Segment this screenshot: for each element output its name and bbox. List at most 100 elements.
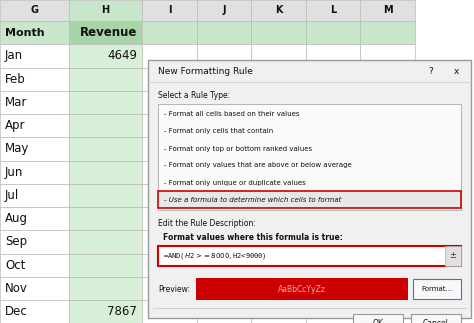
Bar <box>69 44 142 68</box>
Bar <box>306 300 360 323</box>
Text: Cancel: Cancel <box>423 318 449 323</box>
Bar <box>251 230 306 254</box>
Bar <box>0 0 69 21</box>
Bar <box>353 314 403 323</box>
Text: Edit the Rule Description:: Edit the Rule Description: <box>158 218 256 227</box>
Bar <box>360 0 415 21</box>
Bar <box>69 68 142 91</box>
Bar <box>251 91 306 114</box>
Bar <box>360 161 415 184</box>
Text: Mar: Mar <box>5 96 27 109</box>
Text: Nov: Nov <box>5 282 28 295</box>
Text: 4649: 4649 <box>107 49 137 62</box>
Text: M: M <box>383 5 392 16</box>
Text: Oct: Oct <box>5 259 26 272</box>
Bar <box>69 230 142 254</box>
Bar <box>445 246 461 266</box>
Bar <box>197 114 251 137</box>
Text: Apr: Apr <box>5 119 26 132</box>
Text: Sep: Sep <box>5 235 27 248</box>
Text: Jul: Jul <box>5 189 19 202</box>
Bar <box>360 137 415 161</box>
Bar <box>69 254 142 277</box>
Bar <box>360 184 415 207</box>
Text: - Use a formula to determine which cells to format: - Use a formula to determine which cells… <box>164 196 341 203</box>
Text: G: G <box>30 5 38 16</box>
Text: - Format only cells that contain: - Format only cells that contain <box>164 129 273 134</box>
Bar <box>306 21 360 44</box>
Text: Jun: Jun <box>5 166 23 179</box>
Bar <box>197 254 251 277</box>
Bar <box>69 277 142 300</box>
Bar <box>306 114 360 137</box>
Bar <box>142 114 197 137</box>
Text: Revenue: Revenue <box>80 26 137 39</box>
Bar <box>0 230 69 254</box>
Bar <box>306 161 360 184</box>
Bar <box>413 279 461 299</box>
Bar <box>142 0 197 21</box>
Bar <box>142 207 197 230</box>
Text: Select a Rule Type:: Select a Rule Type: <box>158 91 230 100</box>
Bar <box>142 44 197 68</box>
Bar <box>251 68 306 91</box>
Bar <box>69 207 142 230</box>
Bar <box>306 44 360 68</box>
Bar <box>0 161 69 184</box>
Bar <box>142 254 197 277</box>
Bar <box>360 21 415 44</box>
Bar <box>360 300 415 323</box>
Bar <box>306 0 360 21</box>
Bar <box>197 0 251 21</box>
Text: Month: Month <box>5 28 45 37</box>
Bar <box>142 184 197 207</box>
Bar <box>197 230 251 254</box>
Text: Dec: Dec <box>5 305 28 318</box>
Bar <box>251 114 306 137</box>
Text: - Format only unique or duplicate values: - Format only unique or duplicate values <box>164 180 306 185</box>
Text: K: K <box>275 5 282 16</box>
Text: x: x <box>453 67 459 76</box>
Bar <box>360 277 415 300</box>
Bar <box>360 114 415 137</box>
Bar <box>306 207 360 230</box>
Bar <box>158 191 461 208</box>
Bar <box>360 44 415 68</box>
Text: H: H <box>101 5 109 16</box>
Bar <box>306 184 360 207</box>
Bar <box>251 21 306 44</box>
Bar <box>306 91 360 114</box>
Bar <box>251 161 306 184</box>
Text: Aug: Aug <box>5 212 28 225</box>
Bar <box>69 184 142 207</box>
Text: OK: OK <box>373 318 383 323</box>
Text: AaBbCcYyZz: AaBbCcYyZz <box>278 285 326 294</box>
Bar <box>306 277 360 300</box>
Bar <box>0 44 69 68</box>
Bar <box>197 300 251 323</box>
Bar <box>251 0 306 21</box>
Bar <box>306 137 360 161</box>
Text: =AND($H2>=8000,$H2<9000): =AND($H2>=8000,$H2<9000) <box>163 251 267 261</box>
Bar <box>0 300 69 323</box>
Bar <box>197 161 251 184</box>
Bar <box>142 161 197 184</box>
Bar <box>0 207 69 230</box>
Text: - Format only top or bottom ranked values: - Format only top or bottom ranked value… <box>164 145 312 151</box>
Text: May: May <box>5 142 29 155</box>
Bar <box>360 68 415 91</box>
Bar <box>197 277 251 300</box>
Bar <box>69 161 142 184</box>
Bar <box>360 207 415 230</box>
Bar <box>69 137 142 161</box>
Text: I: I <box>168 5 171 16</box>
Bar <box>251 137 306 161</box>
Bar <box>142 230 197 254</box>
Text: Feb: Feb <box>5 73 26 86</box>
Text: Jan: Jan <box>5 49 23 62</box>
Bar <box>251 184 306 207</box>
Bar <box>0 21 69 44</box>
Bar <box>196 278 408 300</box>
Bar <box>251 254 306 277</box>
Bar <box>148 60 471 318</box>
